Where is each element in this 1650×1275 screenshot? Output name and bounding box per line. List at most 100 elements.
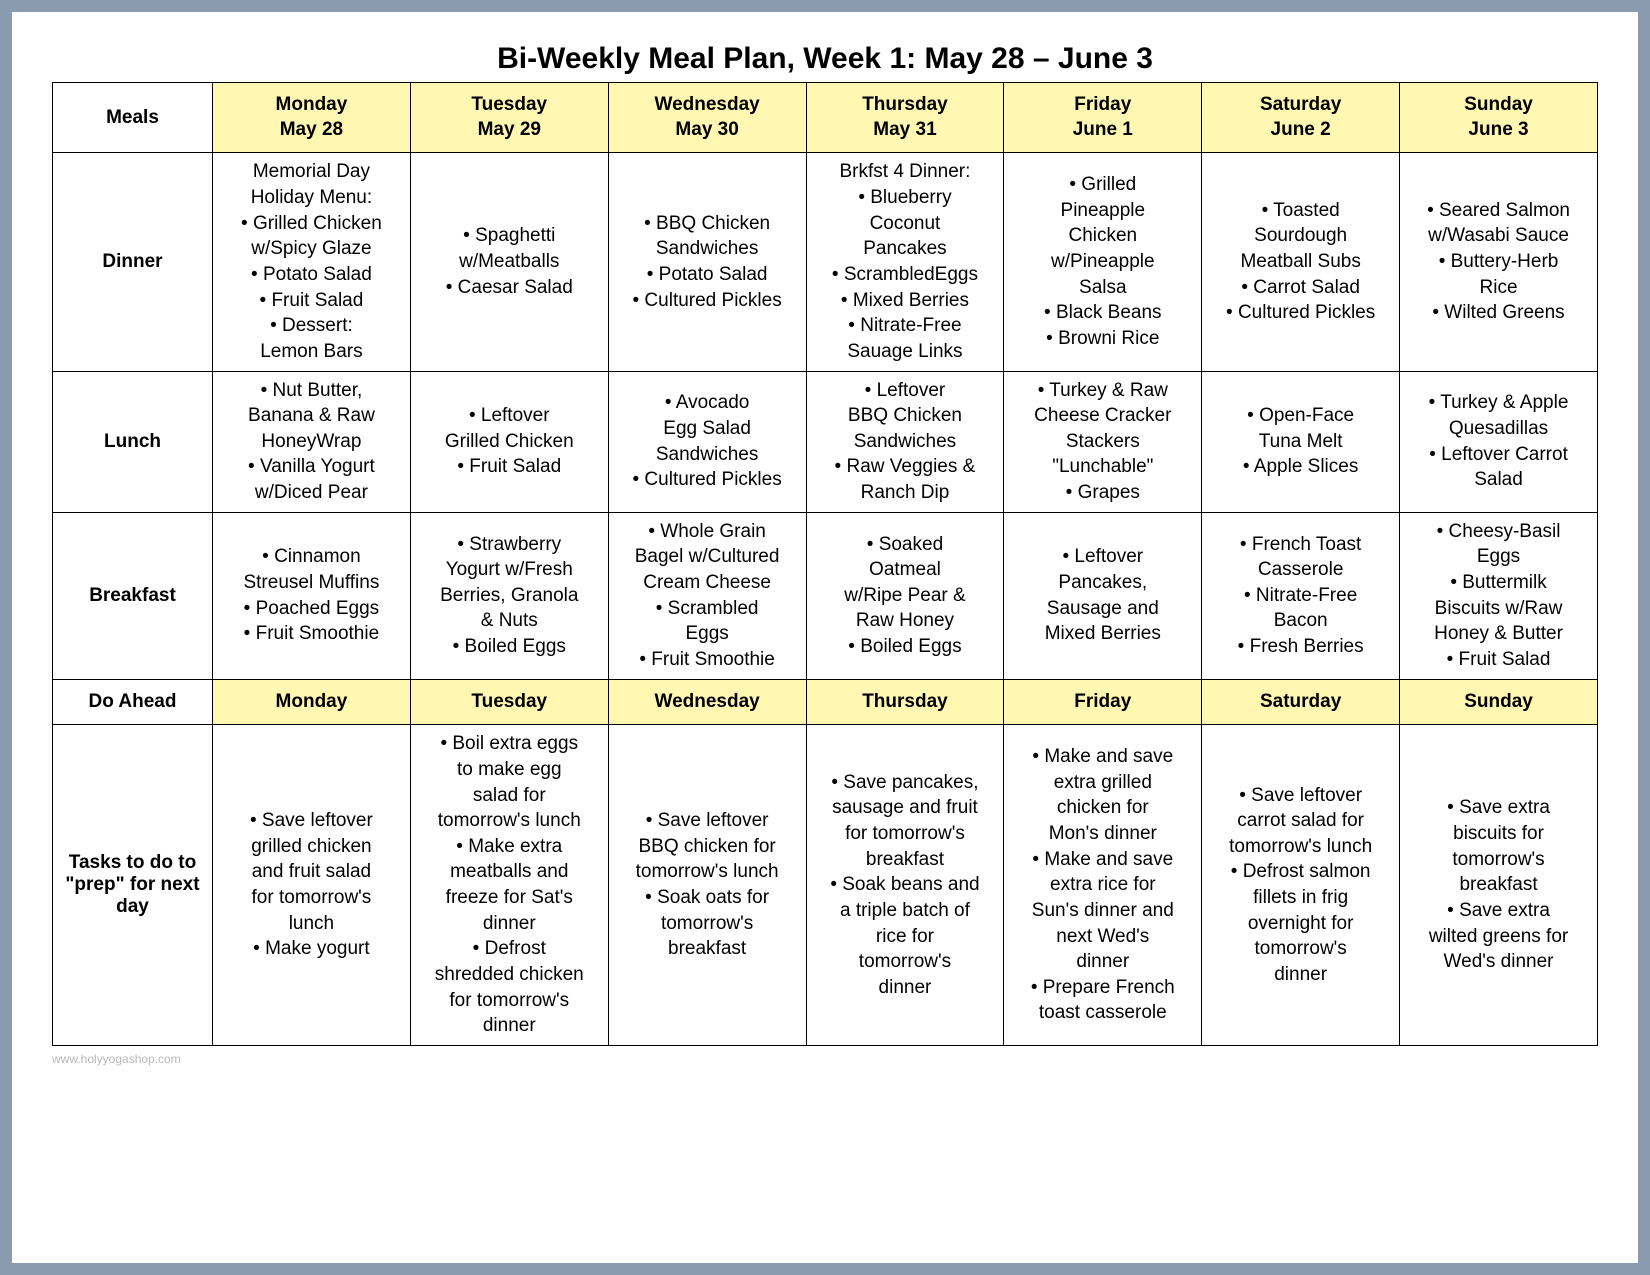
cell-line: a triple batch of <box>815 898 996 924</box>
cell-line: • Cinnamon <box>221 544 402 570</box>
cell-line: Tuna Melt <box>1210 429 1391 455</box>
cell-line: • Turkey & Apple <box>1408 390 1589 416</box>
cell-line: Chicken <box>1012 223 1193 249</box>
cell-line: Meatball Subs <box>1210 249 1391 275</box>
cell-line: extra grilled <box>1012 770 1193 796</box>
cell-line: • Cultured Pickles <box>617 288 798 314</box>
cell-line: Ranch Dip <box>815 480 996 506</box>
table-cell: • Save pancakes,sausage and fruitfor tom… <box>806 725 1004 1046</box>
cell-line: • Leftover <box>815 378 996 404</box>
cell-line: dinner <box>1210 962 1391 988</box>
cell-line: • Black Beans <box>1012 300 1193 326</box>
cell-line: w/Ripe Pear & <box>815 583 996 609</box>
table-cell: • Save leftovercarrot salad fortomorrow'… <box>1202 725 1400 1046</box>
cell-line: toast casserole <box>1012 1000 1193 1026</box>
table-cell: Memorial DayHoliday Menu:• Grilled Chick… <box>213 153 411 371</box>
cell-line: • Save pancakes, <box>815 770 996 796</box>
table-cell: • Cheesy-BasilEggs• ButtermilkBiscuits w… <box>1400 512 1598 679</box>
table-cell: • Save leftovergrilled chickenand fruit … <box>213 725 411 1046</box>
page-title: Bi-Weekly Meal Plan, Week 1: May 28 – Ju… <box>52 42 1598 76</box>
cell-line: Sandwiches <box>617 442 798 468</box>
cell-line: Eggs <box>1408 544 1589 570</box>
cell-line: • Save leftover <box>617 808 798 834</box>
cell-line: Eggs <box>617 621 798 647</box>
cell-line: Stackers <box>1012 429 1193 455</box>
cell-line: • Wilted Greens <box>1408 300 1589 326</box>
cell-line: w/Spicy Glaze <box>221 236 402 262</box>
cell-line: • Soaked <box>815 532 996 558</box>
cell-line: Quesadillas <box>1408 416 1589 442</box>
cell-line: • Grilled Chicken <box>221 211 402 237</box>
cell-line: breakfast <box>617 936 798 962</box>
cell-line: • Save leftover <box>221 808 402 834</box>
cell-line: Memorial Day <box>221 159 402 185</box>
cell-line: • Dessert: <box>221 313 402 339</box>
cell-line: rice for <box>815 924 996 950</box>
cell-line: grilled chicken <box>221 834 402 860</box>
cell-line: for tomorrow's <box>815 821 996 847</box>
cell-line: Banana & Raw <box>221 403 402 429</box>
table-cell: • Spaghettiw/Meatballs• Caesar Salad <box>410 153 608 371</box>
table-cell: • Boil extra eggsto make eggsalad fortom… <box>410 725 608 1046</box>
header-meals-label: Meals <box>53 83 213 153</box>
cell-line: tomorrow's lunch <box>617 859 798 885</box>
cell-line: tomorrow's <box>815 949 996 975</box>
cell-line: Sandwiches <box>617 236 798 262</box>
cell-line: Mon's dinner <box>1012 821 1193 847</box>
cell-line: shredded chicken <box>419 962 600 988</box>
day-header-2: Wednesday <box>608 679 806 725</box>
table-cell: • Save extrabiscuits fortomorrow'sbreakf… <box>1400 725 1598 1046</box>
cell-line: Oatmeal <box>815 557 996 583</box>
cell-line: tomorrow's <box>617 911 798 937</box>
cell-line: • Nitrate-Free <box>1210 583 1391 609</box>
cell-line: overnight for <box>1210 911 1391 937</box>
table-cell: • Save leftoverBBQ chicken fortomorrow's… <box>608 725 806 1046</box>
do-ahead-label: Do Ahead <box>53 679 213 725</box>
cell-line: Sourdough <box>1210 223 1391 249</box>
cell-line: • Fresh Berries <box>1210 634 1391 660</box>
cell-line: • Boiled Eggs <box>815 634 996 660</box>
cell-line: tomorrow's lunch <box>1210 834 1391 860</box>
cell-line: • Leftover <box>1012 544 1193 570</box>
table-cell: • LeftoverPancakes,Sausage andMixed Berr… <box>1004 512 1202 679</box>
day-header-2: Tuesday <box>410 679 608 725</box>
cell-line: • Nut Butter, <box>221 378 402 404</box>
cell-line: • Grilled <box>1012 172 1193 198</box>
cell-line: "Lunchable" <box>1012 454 1193 480</box>
meal-row-header: Dinner <box>53 153 213 371</box>
table-cell: • BBQ ChickenSandwiches• Potato Salad• C… <box>608 153 806 371</box>
cell-line: • Boiled Eggs <box>419 634 600 660</box>
cell-line: • Save extra <box>1408 795 1589 821</box>
cell-line: • Open-Face <box>1210 403 1391 429</box>
cell-line: • Defrost <box>419 936 600 962</box>
cell-line: chicken for <box>1012 795 1193 821</box>
cell-line: • French Toast <box>1210 532 1391 558</box>
cell-line: Mixed Berries <box>1012 621 1193 647</box>
day-header: SaturdayJune 2 <box>1202 83 1400 153</box>
cell-line: • Turkey & Raw <box>1012 378 1193 404</box>
cell-line: • Carrot Salad <box>1210 275 1391 301</box>
cell-line: Sauage Links <box>815 339 996 365</box>
table-cell: • Make and save extra grilledchicken forM… <box>1004 725 1202 1046</box>
cell-line: tomorrow's <box>1210 936 1391 962</box>
cell-line: Berries, Granola <box>419 583 600 609</box>
cell-line: meatballs and <box>419 859 600 885</box>
cell-line: • Avocado <box>617 390 798 416</box>
cell-line: • Make extra <box>419 834 600 860</box>
cell-line: • BBQ Chicken <box>617 211 798 237</box>
footer-url: www.holyyogashop.com <box>52 1052 1598 1066</box>
table-cell: • GrilledPineappleChickenw/PineappleSals… <box>1004 153 1202 371</box>
tasks-row-header: Tasks to do to "prep" for next day <box>53 725 213 1046</box>
cell-line: Cheese Cracker <box>1012 403 1193 429</box>
table-cell: • LeftoverBBQ ChickenSandwiches• Raw Veg… <box>806 371 1004 512</box>
cell-line: sausage and fruit <box>815 795 996 821</box>
cell-line: • Caesar Salad <box>419 275 600 301</box>
day-header-2: Saturday <box>1202 679 1400 725</box>
cell-line: Biscuits w/Raw <box>1408 596 1589 622</box>
cell-line: Grilled Chicken <box>419 429 600 455</box>
cell-line: • Make and save <box>1012 847 1193 873</box>
table-cell: • AvocadoEgg SaladSandwiches• Cultured P… <box>608 371 806 512</box>
cell-line: BBQ chicken for <box>617 834 798 860</box>
cell-line: • Buttery-Herb <box>1408 249 1589 275</box>
meal-row-header: Lunch <box>53 371 213 512</box>
